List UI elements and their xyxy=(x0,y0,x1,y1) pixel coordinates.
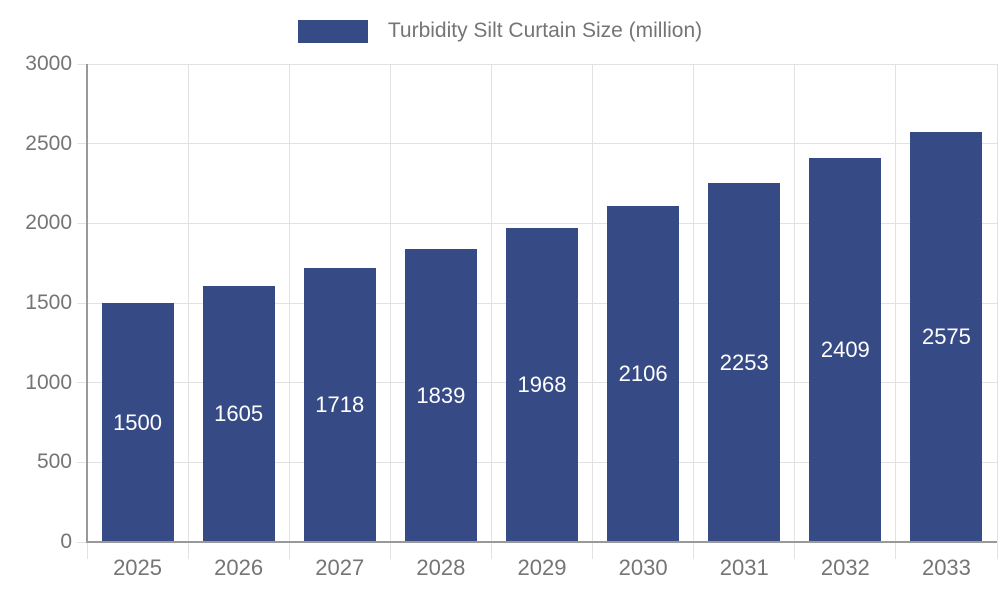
v-gridline xyxy=(592,64,594,559)
y-axis-tick-label: 1000 xyxy=(25,370,72,394)
bar: 2409 xyxy=(809,158,882,542)
x-axis-tick-label: 2031 xyxy=(719,555,769,580)
bar-value-label: 2106 xyxy=(618,361,668,387)
legend-item[interactable]: Turbidity Silt Curtain Size (million) xyxy=(0,19,1000,43)
v-gridline xyxy=(490,64,492,559)
bar-value-label: 1968 xyxy=(517,372,567,398)
bar: 2106 xyxy=(607,206,680,542)
x-axis-tick-label: 2030 xyxy=(618,555,668,580)
bar: 2575 xyxy=(910,131,983,542)
h-gridline xyxy=(77,63,997,65)
bar: 1839 xyxy=(404,249,477,542)
x-axis-tick-label: 2026 xyxy=(214,555,264,580)
legend-swatch xyxy=(297,19,368,43)
bar-value-label: 2409 xyxy=(820,337,870,363)
y-axis-tick-label: 500 xyxy=(36,450,72,474)
v-gridline xyxy=(389,64,391,559)
bar: 2253 xyxy=(708,183,781,542)
h-gridline xyxy=(77,143,997,145)
y-axis-line xyxy=(86,64,88,542)
x-axis-tick-label: 2033 xyxy=(921,555,971,580)
legend-series-label: Turbidity Silt Curtain Size (million) xyxy=(387,19,703,42)
v-gridline xyxy=(288,64,290,559)
x-axis-tick-label: 2027 xyxy=(315,555,365,580)
bar: 1968 xyxy=(506,228,578,542)
bar: 1718 xyxy=(303,268,376,542)
plot-area: 1500 1605 1718 1839 1968 2106 2253 2409 2575 xyxy=(77,63,998,559)
x-axis-tick-label: 2025 xyxy=(113,555,163,580)
v-gridline xyxy=(895,64,897,559)
y-axis-tick-label: 2500 xyxy=(25,131,72,155)
v-gridline xyxy=(996,64,998,559)
y-axis-tick-label: 3000 xyxy=(25,52,72,75)
y-axis-labels: 0 500 1000 1500 2000 2500 3000 xyxy=(0,52,72,553)
bar-value-label: 1605 xyxy=(214,401,264,427)
x-axis-line xyxy=(86,541,997,543)
x-axis-tick-label: 2029 xyxy=(517,555,567,580)
x-axis-tick-label: 2028 xyxy=(416,555,466,580)
bar-value-label: 2253 xyxy=(719,349,769,375)
x-axis-tick-label: 2032 xyxy=(820,555,870,580)
v-gridline xyxy=(187,64,189,559)
y-axis-tick-label: 1500 xyxy=(25,291,72,314)
bar: 1500 xyxy=(101,303,174,542)
x-axis-labels: 2025 2026 2027 2028 2029 2030 2031 2032 2033 xyxy=(87,553,997,583)
bar-value-label: 1500 xyxy=(113,409,163,435)
h-gridline xyxy=(77,222,997,224)
v-gridline xyxy=(794,64,796,559)
bar: 1605 xyxy=(202,286,275,542)
bar-value-label: 2575 xyxy=(921,323,971,349)
bar-value-label: 1718 xyxy=(315,392,365,418)
bar-value-label: 1839 xyxy=(416,382,466,408)
v-gridline xyxy=(693,64,695,559)
y-axis-tick-label: 2000 xyxy=(25,211,72,235)
y-axis-tick-label: 0 xyxy=(60,530,72,553)
